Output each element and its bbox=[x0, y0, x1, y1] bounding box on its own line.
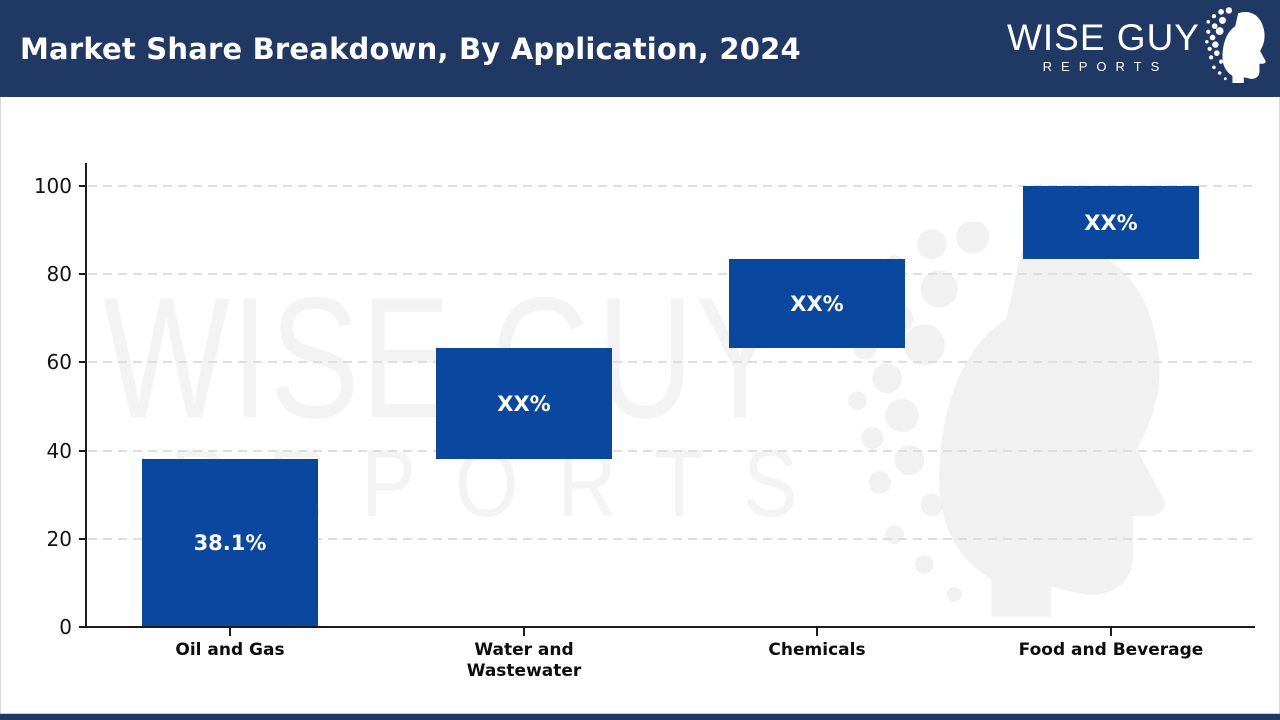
x-category-label: Oil and Gas bbox=[175, 640, 285, 660]
y-tick-label: 60 bbox=[46, 350, 72, 375]
y-gridline bbox=[88, 449, 1255, 452]
bar-value-label: XX% bbox=[790, 291, 844, 316]
x-axis-line bbox=[85, 626, 1255, 628]
bar-value-label: XX% bbox=[497, 391, 551, 416]
page-title: Market Share Breakdown, By Application, … bbox=[20, 31, 801, 66]
bar-chemicals: XX% bbox=[729, 259, 905, 349]
y-tick-mark bbox=[79, 361, 87, 364]
y-gridline bbox=[88, 185, 1255, 187]
y-tick-mark bbox=[79, 273, 87, 276]
y-tick-label: 100 bbox=[33, 174, 72, 198]
footer-bar bbox=[0, 713, 1280, 720]
x-tick-mark bbox=[1110, 628, 1112, 636]
x-category-label: Food and Beverage bbox=[1018, 640, 1204, 660]
bar-food-and-beverage: XX% bbox=[1023, 186, 1199, 260]
y-tick-mark bbox=[79, 185, 87, 187]
y-axis-line bbox=[85, 163, 87, 628]
header: Market Share Breakdown, By Application, … bbox=[0, 0, 1280, 97]
y-tick-mark bbox=[79, 449, 87, 452]
y-tick-mark bbox=[79, 626, 87, 628]
y-tick-mark bbox=[79, 537, 87, 540]
y-gridline bbox=[88, 273, 1255, 276]
logo-text: WISE GUY REPORTS bbox=[1006, 17, 1200, 74]
bar-value-label: 38.1% bbox=[193, 530, 267, 555]
y-tick-label: 40 bbox=[46, 438, 72, 463]
y-gridline bbox=[88, 361, 1255, 364]
logo-wiseguy-text: WISE GUY bbox=[1006, 17, 1200, 59]
x-category-label: Water and Wastewater bbox=[466, 640, 582, 681]
y-tick-label: 20 bbox=[46, 526, 72, 551]
bar-value-label: XX% bbox=[1084, 210, 1138, 235]
x-tick-mark bbox=[523, 628, 525, 636]
logo-reports-text: REPORTS bbox=[1042, 58, 1169, 74]
y-tick-label: 80 bbox=[46, 262, 72, 287]
y-tick-label: 0 bbox=[59, 615, 72, 639]
bar-water-and-wastewater: XX% bbox=[436, 348, 612, 459]
x-tick-mark bbox=[229, 628, 231, 636]
bar-oil-and-gas: 38.1% bbox=[142, 458, 318, 627]
y-gridline bbox=[88, 537, 1255, 540]
wiseguy-logo: WISE GUY REPORTS bbox=[1007, 4, 1268, 88]
wiseguy-head-icon bbox=[1205, 7, 1266, 83]
x-category-label: Chemicals bbox=[768, 640, 866, 660]
x-tick-mark bbox=[816, 628, 818, 636]
